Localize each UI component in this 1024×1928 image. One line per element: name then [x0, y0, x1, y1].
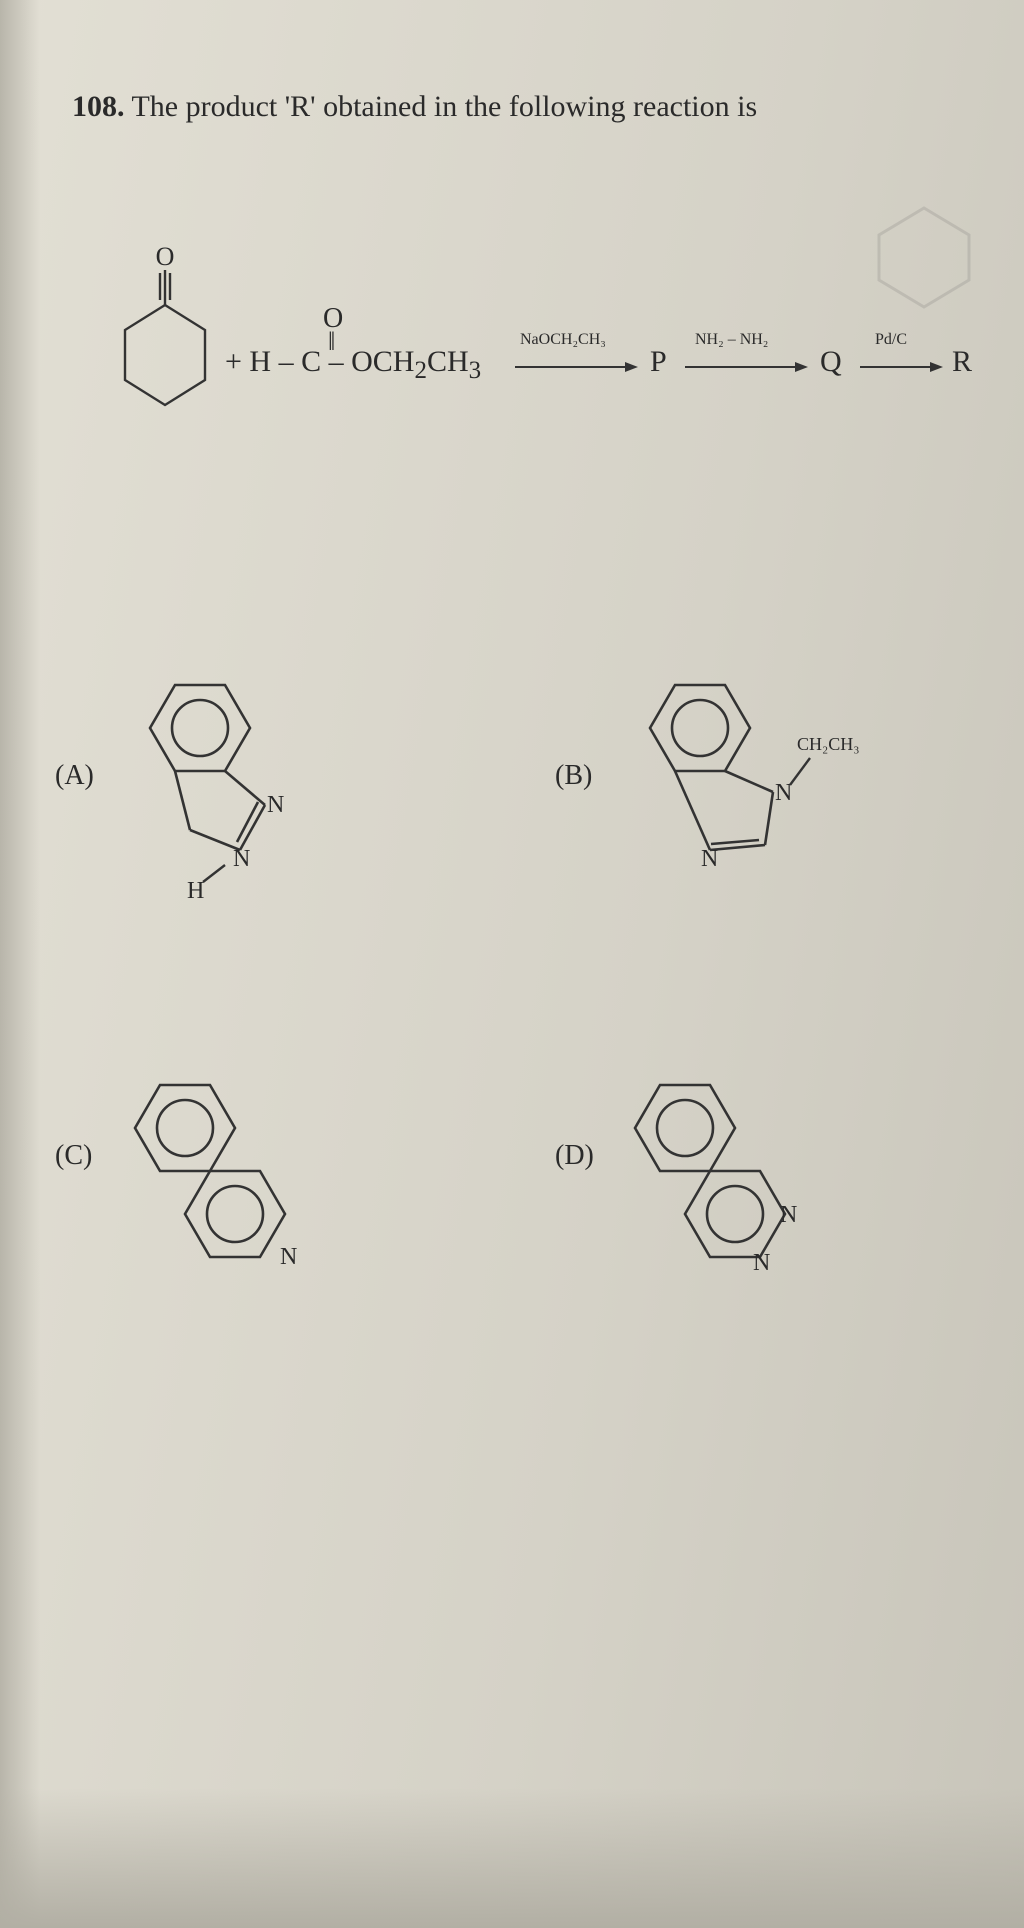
question-number: 108.: [72, 90, 125, 123]
option-B: (B) N N CH₂CH₃: [555, 650, 855, 930]
NH-label: H: [187, 878, 204, 904]
bottom-shadow: [0, 1788, 1024, 1928]
option-A-label: (A): [55, 760, 94, 792]
N-atom-c: N: [280, 1244, 297, 1270]
option-B-label: (B): [555, 760, 592, 792]
option-A: (A) N N H: [55, 650, 355, 930]
N-atom-d1: N: [780, 1202, 797, 1228]
arrow3-reagent: Pd/C: [875, 331, 907, 349]
question-line: 108. The product 'R' obtained in the fol…: [72, 90, 974, 124]
arrow-1: [510, 345, 640, 385]
option-C: (C) N: [55, 1030, 355, 1310]
intermediate-P: P: [650, 345, 667, 379]
page: 108. The product 'R' obtained in the fol…: [0, 0, 1024, 1928]
N-atom-2b: N: [701, 846, 718, 872]
option-D-label: (D): [555, 1140, 594, 1172]
arrow2-reagent: NH₂ – NH₂: [695, 331, 768, 349]
option-D-structure: N N: [605, 1030, 865, 1290]
ethyl-formate: O ‖ + H – C – OCH2CH3: [225, 345, 481, 385]
left-shadow: [0, 0, 40, 1928]
formula-main: + H – C – OCH: [225, 345, 414, 378]
ch: CH: [427, 345, 469, 378]
sub3: 3: [469, 357, 482, 384]
option-B-structure: N N CH₂CH₃: [605, 650, 865, 910]
option-D: (D) N N: [555, 1030, 855, 1310]
reaction-scheme: O O ‖ + H – C – OCH2CH3 NaOCH₂CH₃ P NH₂ …: [90, 245, 970, 545]
option-C-label: (C): [55, 1140, 92, 1172]
arrow1-reagent: NaOCH₂CH₃: [520, 331, 606, 349]
arrow-3: [855, 345, 945, 385]
ethyl-label: CH₂CH₃: [797, 734, 860, 754]
intermediate-Q: Q: [820, 345, 842, 379]
option-C-structure: N: [105, 1030, 365, 1290]
svg-text:O: O: [156, 245, 175, 271]
N-atom-d2: N: [753, 1250, 770, 1276]
N-atom-2: N: [233, 846, 250, 872]
double-bond-lines: ‖: [328, 327, 335, 357]
sub1: 2: [414, 357, 427, 384]
product-R: R: [952, 345, 972, 379]
question-text: The product 'R' obtained in the followin…: [131, 90, 757, 123]
cyclohexanone-structure: O: [90, 245, 240, 445]
option-A-structure: N N H: [105, 650, 335, 910]
N-atom-1: N: [267, 792, 284, 818]
arrow-2: [680, 345, 810, 385]
